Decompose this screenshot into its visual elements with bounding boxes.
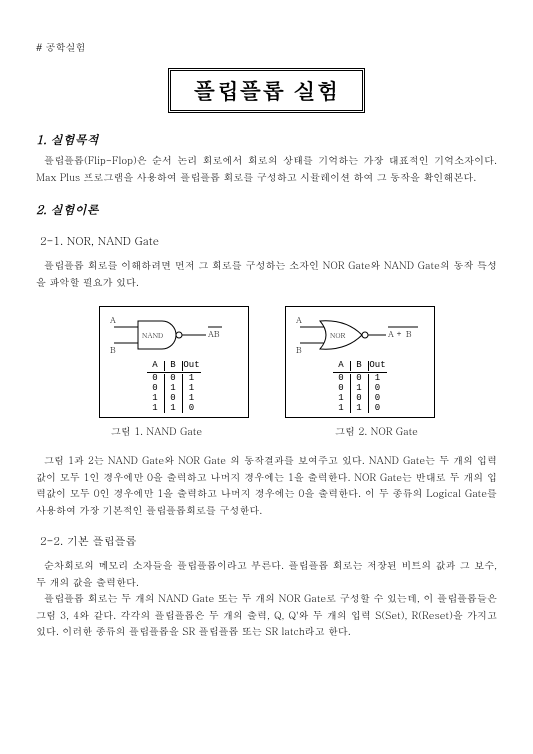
nor-out: A + B <box>388 329 412 340</box>
tt-cell: 1 <box>333 404 351 414</box>
section-2-2-p1: 순차회로의 메모리 소자들을 플립플롭이라고 부른다. 플립플롭 회로는 저장된… <box>36 557 497 590</box>
tt-head: B <box>165 361 183 371</box>
nand-out: AB <box>208 329 220 340</box>
section-2-after-fig: 그림 1과 2는 NAND Gate와 NOR Gate 의 동작결과를 보여주… <box>36 452 497 518</box>
title-wrap: 플립플롭 실험 <box>36 68 497 113</box>
nand-gate-icon: A B NAND AB <box>110 313 238 357</box>
tt-head: Out <box>183 361 201 371</box>
figure-captions: 그림 1. NAND Gate 그림 2. NOR Gate <box>36 424 497 438</box>
figure-2-caption: 그림 2. NOR Gate <box>302 424 452 438</box>
tt-cell: 1 <box>147 404 165 414</box>
page-title: 플립플롭 실험 <box>168 68 364 113</box>
tt-cell: 1 <box>351 404 369 414</box>
nor-gate-icon: A B NOR A + B <box>296 313 424 357</box>
figure-2-box: A B NOR A + B A B Out 0 0 1 0 1 <box>285 306 435 418</box>
section-2-1-body: 플립플롭 회로를 이해하려면 먼저 그 회로를 구성하는 소자인 NOR Gat… <box>36 257 497 290</box>
section-2-1: 2-1. NOR, NAND Gate 플립플롭 회로를 이해하려면 먼저 그 … <box>36 234 497 290</box>
nor-in-a: A <box>296 315 302 326</box>
tt-head: A <box>147 361 165 371</box>
nand-label: NAND <box>142 330 163 340</box>
section-2-heading: 2. 실험이론 <box>36 201 497 218</box>
figure-1-caption: 그림 1. NAND Gate <box>82 424 232 438</box>
section-2-1-heading: 2-1. NOR, NAND Gate <box>40 234 497 249</box>
hash-header: # 공학실험 <box>36 40 497 54</box>
figures-row: A B NAND AB A B Out 0 0 1 0 1 <box>36 306 497 418</box>
section-1-heading: 1. 실험목적 <box>36 131 497 148</box>
section-2-2-heading: 2-2. 기본 플립플롭 <box>40 534 497 549</box>
tt-head: Out <box>369 361 387 371</box>
section-2-heading-block: 2. 실험이론 <box>36 201 497 218</box>
nand-in-a: A <box>110 315 116 326</box>
nor-label: NOR <box>330 330 346 340</box>
tt-cell: 0 <box>183 404 201 414</box>
section-1: 1. 실험목적 플립플롭(Flip-Flop)은 순서 논리 회로에서 회로의 … <box>36 131 497 185</box>
figure-1-box: A B NAND AB A B Out 0 0 1 0 1 <box>99 306 249 418</box>
section-1-body: 플립플롭(Flip-Flop)은 순서 논리 회로에서 회로의 상태를 기억하는… <box>36 152 497 185</box>
nand-in-b: B <box>110 345 116 356</box>
nor-in-b: B <box>296 345 302 356</box>
section-2-2-p2: 플립플롭 회로는 두 개의 NAND Gate 또는 두 개의 NOR Gate… <box>36 590 497 640</box>
tt-cell: 1 <box>165 404 183 414</box>
tt-cell: 0 <box>369 404 387 414</box>
nand-truth-table: A B Out 0 0 1 0 1 1 1 0 1 1 1 <box>147 361 201 413</box>
tt-head: A <box>333 361 351 371</box>
section-2-2: 2-2. 기본 플립플롭 순차회로의 메모리 소자들을 플립플롭이라고 부른다.… <box>36 534 497 640</box>
tt-head: B <box>351 361 369 371</box>
para-after-figs: 그림 1과 2는 NAND Gate와 NOR Gate 의 동작결과를 보여주… <box>36 452 497 518</box>
nor-truth-table: A B Out 0 0 1 0 1 0 1 0 0 1 1 <box>333 361 387 413</box>
